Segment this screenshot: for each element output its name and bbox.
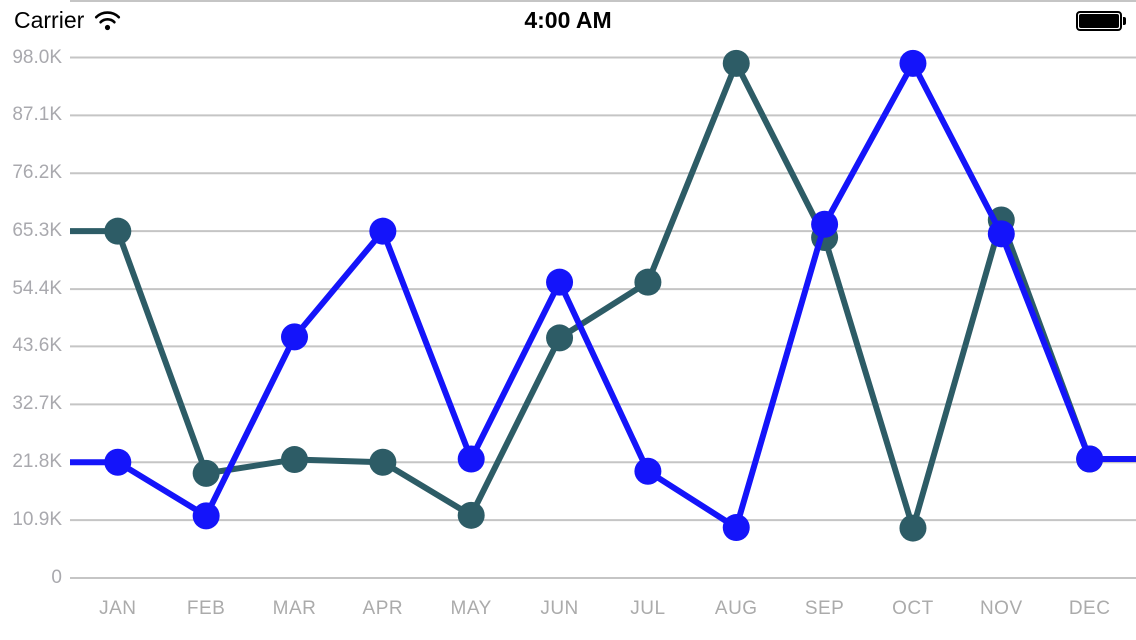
x-axis-label-JAN: JAN — [99, 598, 137, 619]
blue-series-point-DEC — [1076, 445, 1104, 473]
x-axis-label-FEB: FEB — [186, 598, 226, 619]
x-axis-label-AUG: AUG — [714, 598, 758, 619]
y-axis-label-21.8K: 21.8K — [12, 451, 62, 473]
y-axis-label-65.3K: 65.3K — [12, 220, 62, 242]
battery-tip — [1123, 17, 1126, 25]
blue-series-point-MAY — [457, 445, 485, 473]
y-axis-label-87.1K: 87.1K — [12, 104, 62, 126]
y-axis-label-10.9K: 10.9K — [12, 509, 62, 531]
teal-series-point-JUL — [634, 268, 662, 296]
teal-series-point-AUG — [722, 49, 750, 77]
x-axis-label-APR: APR — [362, 598, 404, 619]
blue-series-point-AUG — [722, 514, 750, 542]
teal-series-point-APR — [369, 448, 397, 476]
clock-label: 4:00 AM — [524, 7, 612, 33]
blue-series-point-JUN — [546, 268, 574, 296]
y-axis-label-0: 0 — [51, 567, 62, 588]
x-axis-label-MAY: MAY — [450, 598, 492, 619]
battery-fill — [1079, 14, 1119, 28]
blue-series-point-SEP — [811, 210, 839, 238]
y-axis-label-43.6K: 43.6K — [12, 335, 62, 357]
x-axis-label-NOV: NOV — [979, 598, 1023, 619]
blue-series-line — [70, 60, 1136, 531]
y-axis-label-76.2K: 76.2K — [12, 162, 62, 184]
y-axis-label-32.7K: 32.7K — [12, 393, 62, 415]
blue-series-point-NOV — [987, 220, 1015, 248]
teal-series-point-FEB — [192, 459, 220, 487]
x-axis-label-OCT: OCT — [892, 598, 934, 619]
teal-series-point-OCT — [899, 514, 927, 542]
blue-series-point-APR — [369, 217, 397, 245]
x-axis-label-MAR: MAR — [272, 598, 317, 619]
x-axis-label-JUN: JUN — [540, 598, 579, 619]
y-axis-label-98.0K: 98.0K — [12, 46, 62, 68]
teal-series-line — [70, 60, 1136, 532]
teal-series-point-JUN — [546, 324, 574, 352]
status-bar: Carrier 4:00 AM — [0, 0, 1136, 40]
blue-series-point-MAR — [281, 323, 308, 351]
teal-series-point-MAY — [457, 501, 485, 529]
y-axis-label-54.4K: 54.4K — [12, 278, 62, 300]
teal-series-point-JAN — [104, 217, 132, 245]
blue-series-point-JAN — [104, 448, 132, 476]
teal-series-point-MAR — [281, 446, 308, 474]
blue-series-point-JUL — [634, 457, 662, 485]
battery-full-icon — [1076, 11, 1126, 31]
battery-body — [1076, 11, 1122, 31]
x-axis-label-JUL: JUL — [630, 598, 666, 619]
blue-series-point-OCT — [899, 49, 927, 77]
carrier-label: Carrier — [14, 7, 85, 33]
x-axis-label-DEC: DEC — [1068, 598, 1111, 619]
blue-series-point-FEB — [192, 502, 220, 530]
x-axis-label-SEP: SEP — [804, 598, 845, 619]
wifi-icon — [94, 11, 121, 31]
